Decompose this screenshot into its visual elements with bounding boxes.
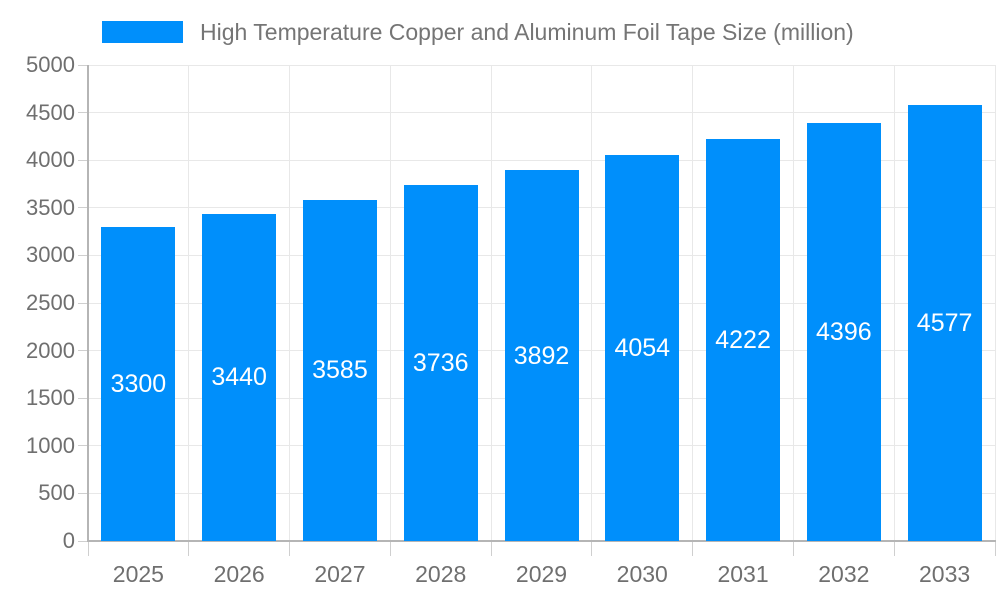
legend-marker <box>102 21 183 43</box>
x-axis-line <box>86 540 996 542</box>
x-axis-category-label: 2027 <box>314 561 366 587</box>
y-axis-tick-label: 2500 <box>26 290 75 315</box>
x-axis-tick <box>994 541 996 556</box>
bar-2026[interactable] <box>202 213 277 541</box>
gridline-horizontal <box>88 64 995 66</box>
gridline-vertical <box>389 65 391 541</box>
bar-value-label: 3736 <box>412 349 469 378</box>
bar-value-label: 3300 <box>110 369 167 398</box>
x-axis-category-label: 2031 <box>717 561 769 587</box>
x-axis-category-label: 2026 <box>213 561 265 587</box>
gridline-vertical <box>792 65 794 541</box>
y-axis-tick-label: 4500 <box>26 99 75 125</box>
bar-value-label: 4396 <box>816 317 872 346</box>
x-axis-category-label: 2032 <box>818 561 870 587</box>
gridline-vertical <box>188 65 190 541</box>
y-axis-tick <box>78 254 88 256</box>
bar-2033[interactable] <box>907 105 982 541</box>
x-axis-tick <box>893 541 895 556</box>
y-axis-tick-label: 2000 <box>26 337 75 363</box>
x-axis-tick <box>389 541 391 556</box>
y-axis-tick <box>78 397 88 399</box>
y-axis-tick <box>78 445 88 447</box>
y-axis-line <box>86 65 89 541</box>
y-axis-tick <box>78 64 88 66</box>
x-axis-tick <box>289 541 291 556</box>
x-axis-tick <box>188 541 190 556</box>
y-axis-tick <box>78 207 88 209</box>
bar-value-label: 3585 <box>312 356 368 385</box>
y-axis-tick-label: 4000 <box>26 147 75 173</box>
legend-label: High Temperature Copper and Aluminum Foi… <box>200 19 854 45</box>
y-axis-tick <box>78 159 88 161</box>
x-axis-tick <box>692 541 694 556</box>
y-axis-tick-label: 3500 <box>26 194 75 220</box>
y-axis-tick-label: 1000 <box>26 432 75 458</box>
gridline-vertical <box>692 65 694 541</box>
y-axis-tick-label: 1500 <box>26 385 75 411</box>
y-axis-tick-label: 3000 <box>26 242 75 268</box>
x-axis-tick <box>792 541 794 556</box>
y-axis-tick-label: 5000 <box>26 52 75 77</box>
x-axis-tick <box>87 541 89 556</box>
x-axis-category-label: 2028 <box>415 561 467 587</box>
gridline-horizontal <box>88 112 995 114</box>
bar-value-label: 3892 <box>513 341 570 370</box>
x-axis-category-label: 2033 <box>919 561 971 587</box>
y-axis-tick <box>78 492 88 494</box>
legend-item[interactable]: High Temperature Copper and Aluminum Foi… <box>102 19 854 45</box>
x-axis-tick <box>490 541 492 556</box>
bar-2027[interactable] <box>302 199 377 541</box>
y-axis-tick <box>78 302 88 304</box>
bar-2028[interactable] <box>403 185 478 541</box>
bar-value-label: 4054 <box>614 334 671 363</box>
y-axis-tick <box>78 540 88 542</box>
gridline-horizontal <box>88 159 995 161</box>
bar-2029[interactable] <box>504 170 579 541</box>
x-axis-tick <box>591 541 593 556</box>
y-axis-tick <box>78 350 88 352</box>
x-axis-category-label: 2030 <box>616 561 668 587</box>
bar-2031[interactable] <box>706 139 781 541</box>
y-axis-tick-label: 500 <box>38 480 75 506</box>
x-axis-category-label: 2029 <box>515 561 568 587</box>
bar-2030[interactable] <box>605 155 680 541</box>
gridline-vertical <box>591 65 593 541</box>
x-axis-category-label: 2025 <box>112 561 164 587</box>
y-axis-tick-label: 0 <box>62 528 75 553</box>
bar-value-label: 4222 <box>715 326 771 355</box>
gridline-vertical <box>994 65 996 541</box>
bar-value-label: 4577 <box>916 309 973 338</box>
gridline-vertical <box>893 65 895 541</box>
bar-2025[interactable] <box>101 226 176 541</box>
gridline-vertical <box>490 65 492 541</box>
y-axis-tick <box>78 112 88 114</box>
gridline-vertical <box>289 65 291 541</box>
bar-value-label: 3440 <box>211 363 267 392</box>
bar-2032[interactable] <box>806 122 881 541</box>
